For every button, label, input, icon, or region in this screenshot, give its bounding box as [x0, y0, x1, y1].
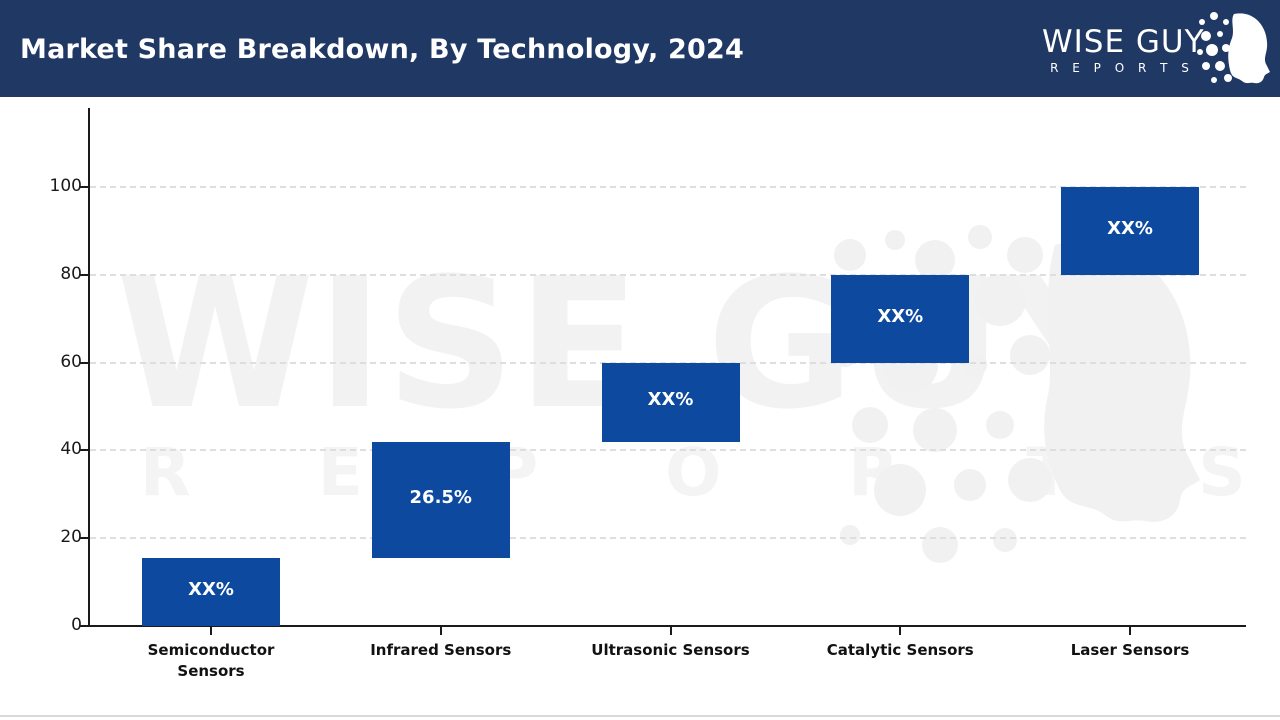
x-tick-mark — [1129, 627, 1131, 635]
header-bar: Market Share Breakdown, By Technology, 2… — [0, 0, 1280, 97]
brand-logo: WISE GUY R E P O R T S — [1012, 8, 1272, 90]
x-tick-mark — [439, 627, 442, 635]
x-tick-label-semiconductor-sensors: Semiconductor Sensors — [147, 641, 275, 680]
y-tick-label: 60 — [60, 351, 82, 372]
y-tick-mark — [80, 186, 88, 188]
bar-semiconductor-sensors: XX% — [142, 557, 280, 626]
y-tick-mark — [80, 273, 88, 276]
gridline-40 — [90, 449, 1246, 452]
x-axis-line — [88, 625, 1246, 627]
bar-value-label: XX% — [188, 578, 234, 600]
y-tick-label: 0 — [71, 615, 82, 635]
brand-logo-text: WISE GUY R E P O R T S — [1042, 24, 1205, 75]
gridline-20 — [90, 537, 1246, 540]
x-tick-mark — [669, 627, 672, 635]
bottom-divider — [0, 715, 1280, 717]
y-tick-label: 100 — [49, 176, 82, 196]
y-tick-mark — [80, 449, 88, 452]
y-tick-mark — [80, 625, 88, 627]
y-axis-line — [88, 108, 90, 627]
x-tick-label-laser-sensors: Laser Sensors — [1070, 641, 1190, 659]
gridline-100 — [90, 186, 1246, 188]
brand-subtitle: R E P O R T S — [1050, 60, 1194, 75]
y-tick-mark — [80, 361, 88, 364]
bar-value-label: XX% — [877, 305, 924, 327]
brand-face-icon — [1197, 12, 1270, 84]
brand-name: WISE GUY — [1042, 24, 1205, 60]
y-tick-label: 40 — [60, 439, 82, 460]
bar-catalytic-sensors: XX% — [831, 274, 970, 363]
bar-value-label: XX% — [647, 389, 694, 411]
x-tick-label-infrared-sensors: Infrared Sensors — [370, 641, 512, 659]
y-tick-label: 80 — [60, 263, 82, 284]
bar-value-label: XX% — [1107, 217, 1153, 239]
y-tick-mark — [80, 537, 88, 540]
y-tick-label: 20 — [60, 527, 82, 548]
x-tick-mark — [210, 627, 212, 635]
bar-value-label: 26.5% — [409, 486, 472, 508]
gridline-80 — [90, 273, 1246, 276]
bar-infrared-sensors: 26.5% — [371, 441, 510, 558]
bar-laser-sensors: XX% — [1061, 187, 1199, 275]
x-tick-label-ultrasonic-sensors: Ultrasonic Sensors — [591, 641, 750, 659]
page-title: Market Share Breakdown, By Technology, 2… — [20, 34, 745, 65]
x-tick-label-catalytic-sensors: Catalytic Sensors — [826, 641, 974, 659]
bar-ultrasonic-sensors: XX% — [601, 362, 740, 442]
x-tick-mark — [899, 627, 902, 635]
